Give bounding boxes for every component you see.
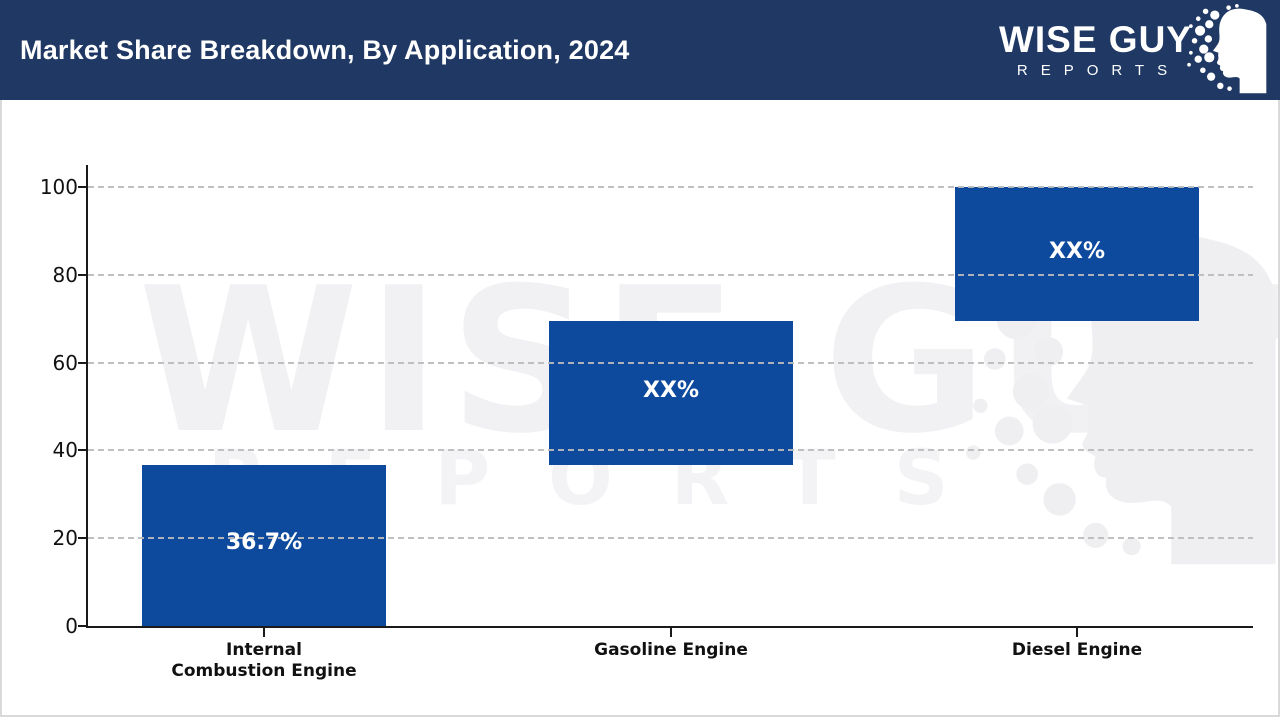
brand-name: WISE GUY [998, 19, 1192, 60]
x-axis-line [86, 626, 1253, 628]
x-tick-mark-3 [1076, 628, 1078, 637]
y-tick-label-0: 0 [65, 614, 78, 638]
y-axis-line [86, 165, 88, 628]
bar-value-label-3: XX% [1049, 238, 1105, 264]
y-tick-mark-20 [78, 537, 88, 540]
x-category-label-2: Gasoline Engine [594, 640, 748, 661]
gridline-40 [88, 449, 1253, 452]
x-category-label-1: Internal Combustion Engine [171, 640, 356, 682]
gridline-20 [88, 537, 1253, 540]
bar-value-label-2: XX% [643, 377, 699, 403]
y-tick-mark-0 [78, 625, 88, 627]
bottom-border [0, 715, 1280, 717]
y-tick-label-20: 20 [52, 526, 78, 551]
right-border [1278, 100, 1280, 717]
x-category-label-3: Diesel Engine [1012, 640, 1142, 661]
page-title: Market Share Breakdown, By Application, … [20, 34, 630, 65]
gridline-60 [88, 361, 1253, 364]
y-tick-mark-40 [78, 449, 88, 452]
x-category-label-line: Gasoline Engine [594, 640, 748, 660]
header-band: Market Share Breakdown, By Application, … [0, 0, 1280, 100]
y-tick-label-100: 100 [39, 175, 78, 199]
bar-segment-1 [142, 464, 386, 626]
bar-segment-2 [549, 320, 793, 465]
x-tick-mark-2 [670, 628, 672, 637]
x-category-label-line: Internal [226, 640, 302, 660]
left-border [0, 100, 2, 717]
bar-segment-3 [955, 187, 1199, 321]
y-tick-label-60: 60 [52, 350, 78, 375]
y-tick-mark-60 [78, 361, 88, 364]
y-tick-mark-80 [78, 273, 88, 276]
y-tick-mark-100 [78, 186, 88, 188]
brand-logo: WISE GUY REPORTS [999, 0, 1270, 100]
head-profile-dots-icon [1187, 4, 1267, 94]
gridline-80 [88, 273, 1253, 276]
x-category-label-line: Diesel Engine [1011, 640, 1143, 660]
gridline-100 [88, 186, 1253, 188]
y-tick-label-40: 40 [52, 438, 78, 463]
bar-value-label-1: 36.7% [225, 530, 303, 556]
x-category-label-line: Combustion Engine [171, 661, 357, 681]
brand-subtitle: REPORTS [1016, 62, 1181, 79]
y-tick-label-80: 80 [52, 262, 78, 287]
x-tick-mark-1 [263, 628, 265, 637]
brand-logo-text: WISE GUY REPORTS [998, 19, 1192, 80]
